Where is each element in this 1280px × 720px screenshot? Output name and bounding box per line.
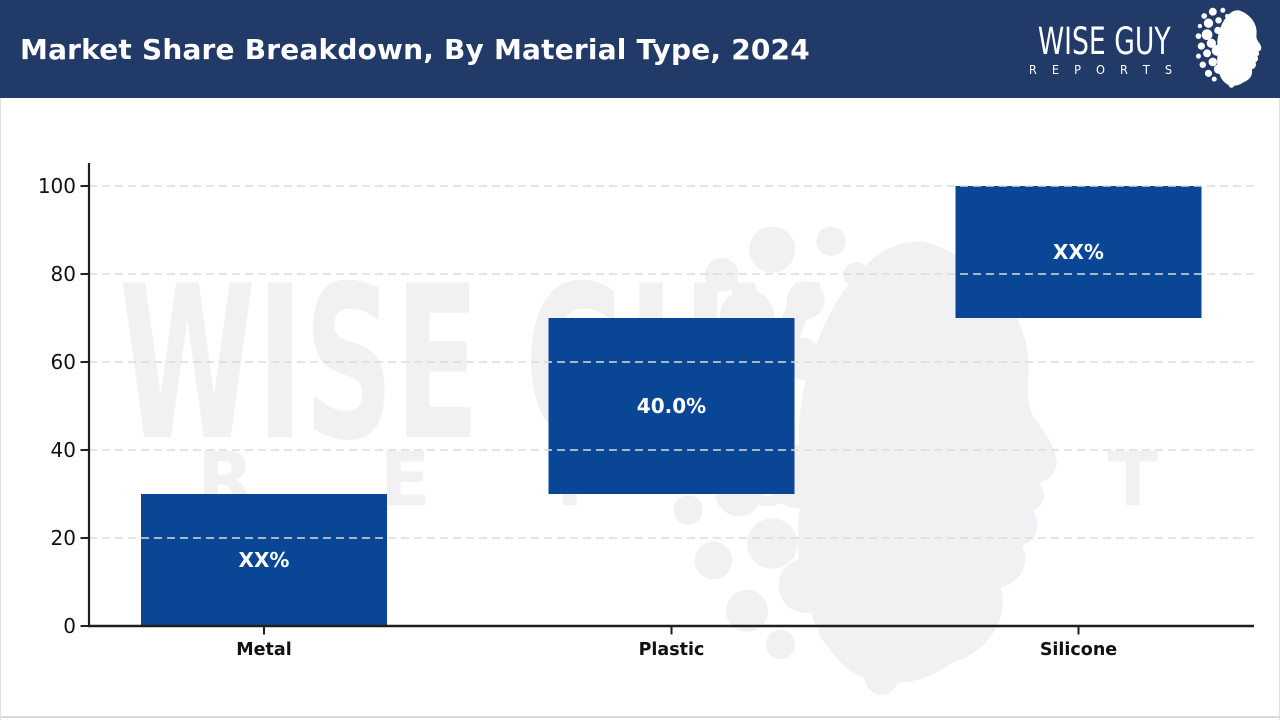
logo-wordmark: WISE GUY — [1037, 19, 1171, 63]
x-tick-label-metal: Metal — [236, 640, 291, 660]
dotted-face-logo-icon — [1195, 7, 1262, 88]
bar-value-label-plastic: 40.0% — [637, 394, 706, 418]
x-tick-label-silicone: Silicone — [1040, 640, 1117, 660]
wise-guy-logo: WISE GUY R E P O R T S — [1012, 6, 1266, 92]
y-tick-label-0: 0 — [63, 614, 76, 638]
page-title: Market Share Breakdown, By Material Type… — [20, 32, 810, 66]
y-tick-label-80: 80 — [51, 262, 76, 286]
header-bar: Market Share Breakdown, By Material Type… — [0, 0, 1280, 98]
y-tick-label-40: 40 — [51, 438, 76, 462]
bar-value-label-silicone: XX% — [1053, 240, 1104, 264]
bottom-divider — [1, 716, 1280, 718]
chart-panel: WISE GUY R E P O R T S 020406080100Metal… — [0, 98, 1280, 720]
bar-metal — [141, 494, 387, 626]
y-tick-label-100: 100 — [38, 174, 76, 198]
x-tick-label-plastic: Plastic — [639, 640, 705, 660]
bar-value-label-metal: XX% — [239, 548, 290, 572]
logo-subtitle: R E P O R T S — [1029, 62, 1179, 77]
bar-chart: 0 20 40 60 80 100 Metal Plastic Silicone XX% 40.0%… — [38, 163, 1254, 660]
y-tick-label-60: 60 — [51, 350, 76, 374]
logo-text: WISE GUY R E P O R T S — [1012, 23, 1196, 76]
y-tick-label-20: 20 — [51, 526, 76, 550]
